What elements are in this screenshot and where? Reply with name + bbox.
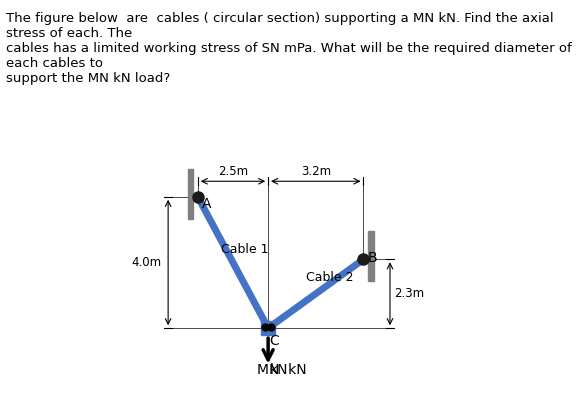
Text: B: B [367,251,377,266]
Text: Cable 1: Cable 1 [221,243,269,256]
Text: A: A [202,197,211,211]
Text: kN: kN [270,363,288,377]
Text: 2.5m: 2.5m [218,164,248,178]
Text: 2.3m: 2.3m [394,287,424,300]
Text: 3.2m: 3.2m [300,164,331,178]
Text: The figure below  are  cables ( circular section) supporting a MN kN. Find the a: The figure below are cables ( circular s… [6,12,571,85]
Text: Cable 2: Cable 2 [306,271,353,284]
Text: MN  kN: MN kN [257,363,307,377]
Text: C: C [270,334,280,348]
Bar [368,231,374,281]
Bar [261,321,275,335]
Text: 4.0m: 4.0m [131,256,161,269]
Bar [187,169,193,219]
